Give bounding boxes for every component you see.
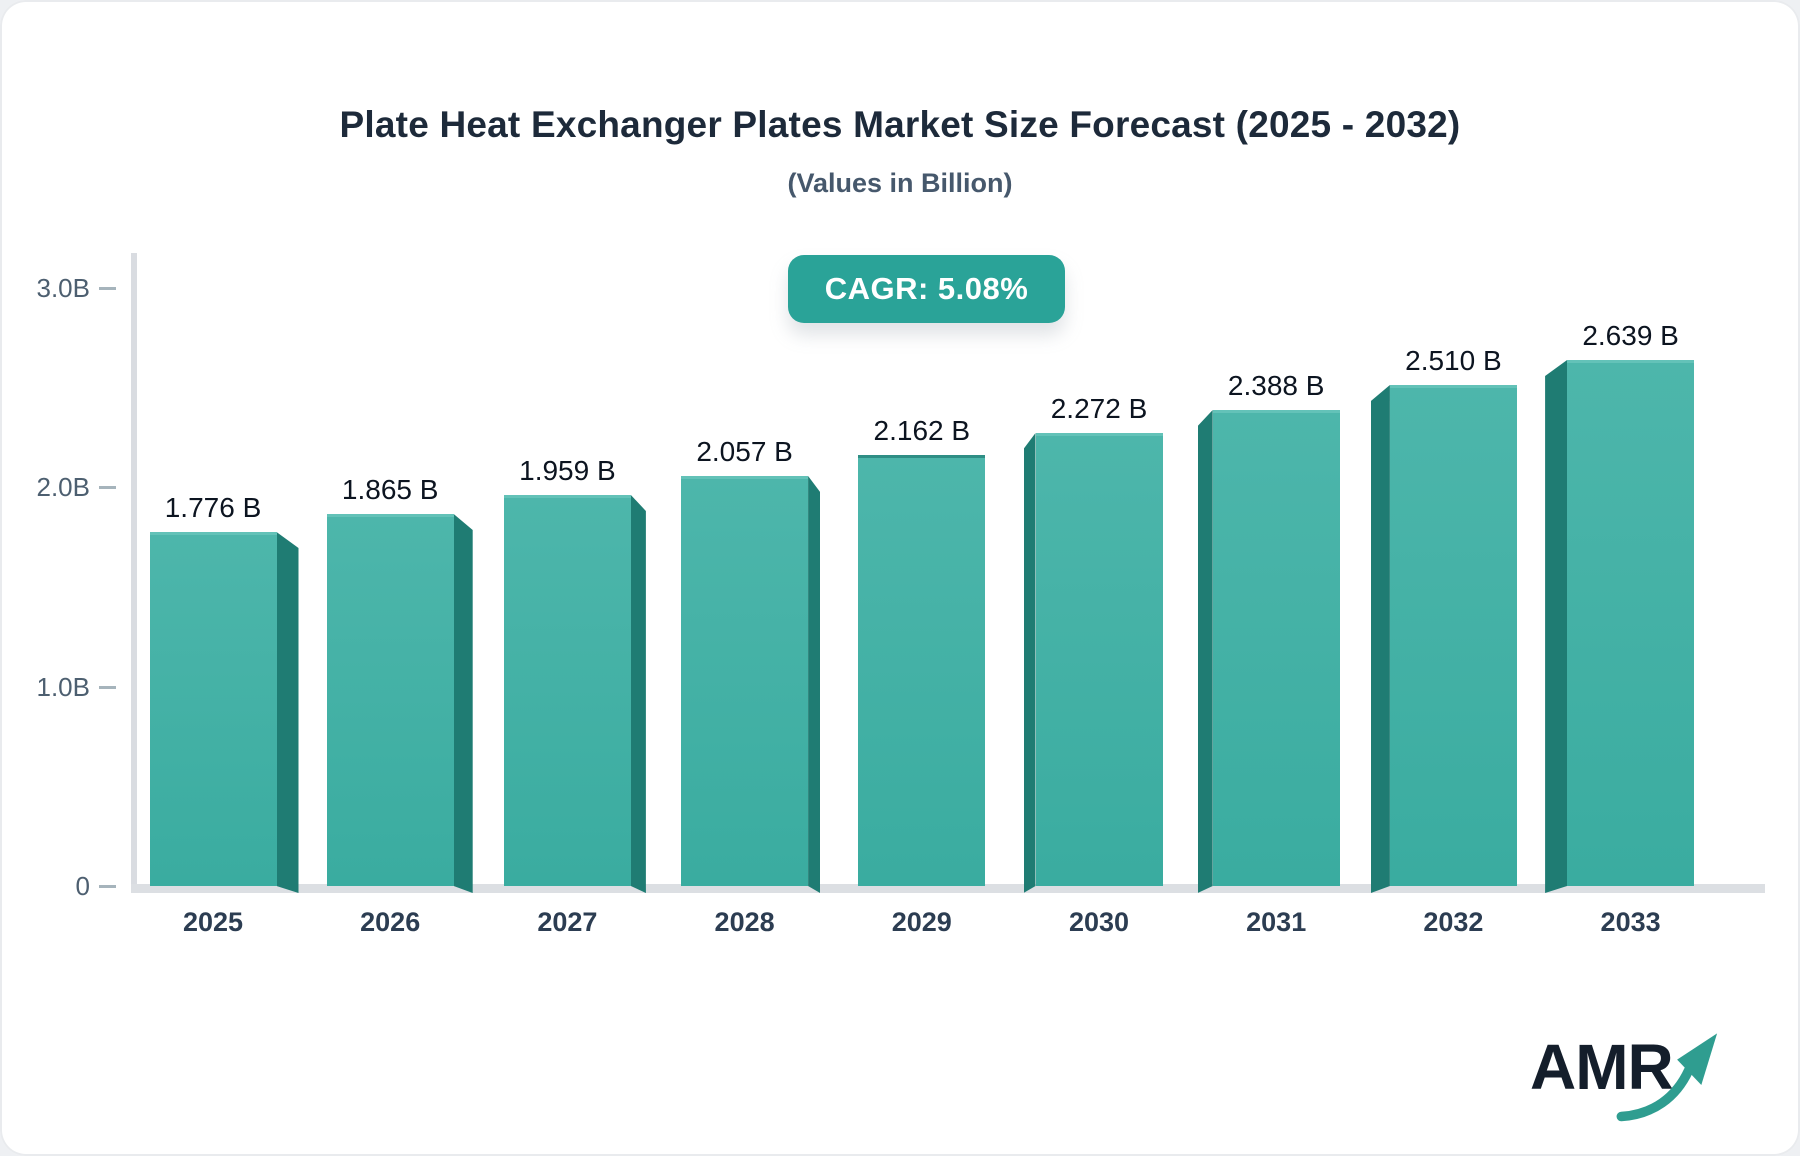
chart-subtitle: (Values in Billion) — [787, 168, 1013, 198]
bar-value-label-2028: 2.057 B — [696, 436, 793, 467]
bar-face — [858, 455, 986, 886]
bar-side-bevel — [631, 495, 646, 893]
bar-2025[interactable] — [149, 532, 299, 893]
bar-value-label-2025: 1.776 B — [164, 492, 262, 523]
x-axis-label-2029: 2029 — [891, 907, 952, 937]
bar-side-bevel — [454, 514, 473, 893]
bar-face — [1212, 410, 1340, 886]
bar-side-bevel — [1371, 385, 1390, 893]
x-axis-label-2031: 2031 — [1246, 907, 1307, 937]
bar-value-label-2033: 2.639 B — [1582, 320, 1679, 351]
bar-2027[interactable] — [503, 495, 646, 893]
bar-value-label-2030: 2.272 B — [1050, 393, 1148, 424]
bar-2030[interactable] — [1024, 433, 1163, 893]
bar-value-label-2032: 2.510 B — [1405, 345, 1502, 376]
chart-title: Plate Heat Exchanger Plates Market Size … — [339, 104, 1461, 145]
bar-2033[interactable] — [1545, 360, 1695, 893]
bar-face — [503, 495, 631, 886]
bar-2026[interactable] — [326, 514, 473, 893]
x-axis-baseline — [131, 884, 1765, 893]
y-tick-mark — [99, 685, 116, 689]
cagr-badge-label: CAGR: 5.08% — [824, 271, 1029, 306]
bar-face — [149, 532, 277, 886]
bar-side-bevel — [1198, 410, 1213, 893]
bar-side-bevel — [808, 476, 820, 893]
bar-2029[interactable] — [858, 455, 986, 893]
bar-face — [1389, 385, 1517, 886]
bar-value-label-2026: 1.865 B — [341, 474, 439, 505]
y-tick-label: 1.0B — [36, 671, 91, 702]
bar-value-label-2031: 2.388 B — [1227, 370, 1325, 401]
bar-face — [326, 514, 454, 886]
amr-logo: AMR — [1520, 1018, 1780, 1130]
bar-face — [681, 476, 809, 886]
x-axis-label-2025: 2025 — [182, 907, 244, 937]
bar-face — [1035, 433, 1163, 886]
x-axis-label-2032: 2032 — [1423, 907, 1484, 937]
bar-face — [1567, 360, 1695, 886]
bar-side-bevel — [1545, 360, 1567, 893]
bar-value-label-2027: 1.959 B — [519, 455, 616, 486]
x-axis-label-2033: 2033 — [1600, 907, 1661, 937]
amr-logo-text: AMR — [1530, 1031, 1674, 1103]
x-axis-label-2030: 2030 — [1068, 907, 1130, 937]
bar-side-bevel — [1024, 433, 1036, 893]
y-tick-label: 3.0B — [36, 272, 91, 303]
y-tick-label: 2.0B — [36, 472, 91, 502]
y-tick-mark — [99, 885, 116, 888]
x-axis-label-2026: 2026 — [360, 907, 421, 937]
bar-value-label-2029: 2.162 B — [873, 415, 971, 446]
trend-up-arrow-icon — [1616, 1033, 1718, 1122]
x-axis-label-2027: 2027 — [537, 907, 598, 937]
y-tick-mark — [99, 486, 116, 489]
y-axis-line — [131, 253, 137, 893]
y-tick-mark — [99, 286, 116, 290]
y-tick-label: 0 — [75, 871, 90, 901]
x-axis-label-2028: 2028 — [714, 907, 775, 937]
bar-2032[interactable] — [1371, 385, 1517, 893]
bar-side-bevel — [277, 532, 299, 893]
bar-2028[interactable] — [681, 476, 820, 893]
bar-2031[interactable] — [1198, 410, 1340, 893]
cagr-badge: CAGR: 5.08% — [788, 255, 1065, 323]
